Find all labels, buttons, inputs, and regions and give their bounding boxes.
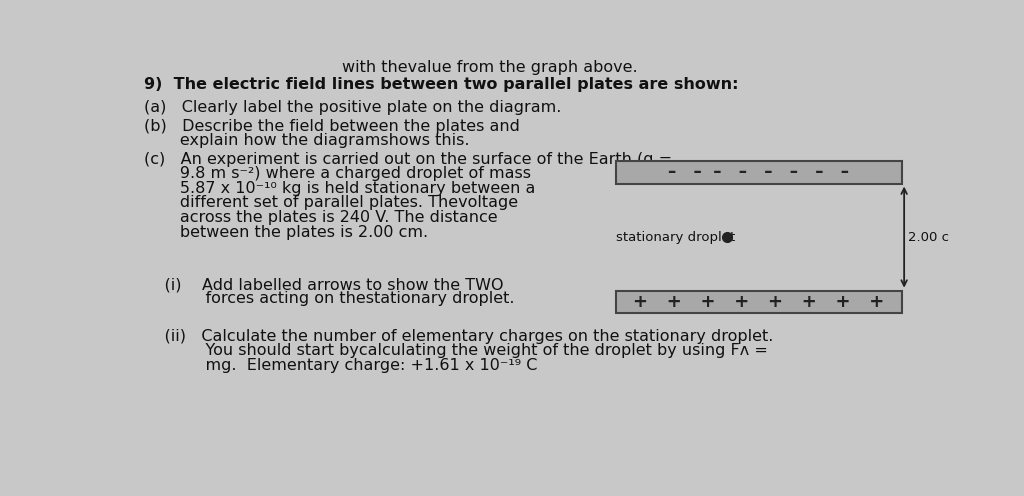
- Text: (ii)   Calculate the number of elementary charges on the stationary droplet.: (ii) Calculate the number of elementary …: [143, 329, 773, 344]
- Text: 2.00 c: 2.00 c: [908, 231, 949, 244]
- Text: You should start bycalculating the weight of the droplet by using Fᴧ =: You should start bycalculating the weigh…: [143, 343, 768, 358]
- Text: stationary droplet: stationary droplet: [616, 231, 735, 244]
- Text: between the plates is 2.00 cm.: between the plates is 2.00 cm.: [143, 225, 428, 240]
- Text: (c)   An experiment is carried out on the surface of the Earth (g =: (c) An experiment is carried out on the …: [143, 152, 672, 167]
- Text: 5.87 x 10⁻¹⁰ kg is held stationary between a: 5.87 x 10⁻¹⁰ kg is held stationary betwe…: [143, 181, 536, 196]
- Text: (b)   Describe the field between the plates and: (b) Describe the field between the plate…: [143, 119, 520, 134]
- Text: +   +   +   +   +   +   +   +: + + + + + + + +: [633, 293, 885, 311]
- Text: –   –  –   –   –   –   –   –: – – – – – – – –: [669, 163, 850, 181]
- Text: different set of parallel plates. Thevoltage: different set of parallel plates. Thevol…: [143, 195, 518, 210]
- Text: with thevalue from the graph above.: with thevalue from the graph above.: [342, 60, 638, 74]
- Bar: [616, 161, 902, 184]
- Text: 9.8 m s⁻²) where a charged droplet of mass: 9.8 m s⁻²) where a charged droplet of ma…: [143, 167, 530, 182]
- Text: across the plates is 240 V. The distance: across the plates is 240 V. The distance: [143, 210, 498, 225]
- Text: (a)   Clearly label the positive plate on the diagram.: (a) Clearly label the positive plate on …: [143, 100, 561, 115]
- Text: forces acting on thestationary droplet.: forces acting on thestationary droplet.: [143, 291, 514, 307]
- Text: mg.  Elementary charge: +1.61 x 10⁻¹⁹ C: mg. Elementary charge: +1.61 x 10⁻¹⁹ C: [143, 358, 538, 373]
- Text: (i)    Add labelled arrows to show the TWO: (i) Add labelled arrows to show the TWO: [143, 277, 504, 292]
- Text: 9)  The electric field lines between two parallel plates are shown:: 9) The electric field lines between two …: [143, 77, 738, 92]
- Bar: [616, 291, 902, 313]
- Text: explain how the diagramshows this.: explain how the diagramshows this.: [143, 133, 469, 148]
